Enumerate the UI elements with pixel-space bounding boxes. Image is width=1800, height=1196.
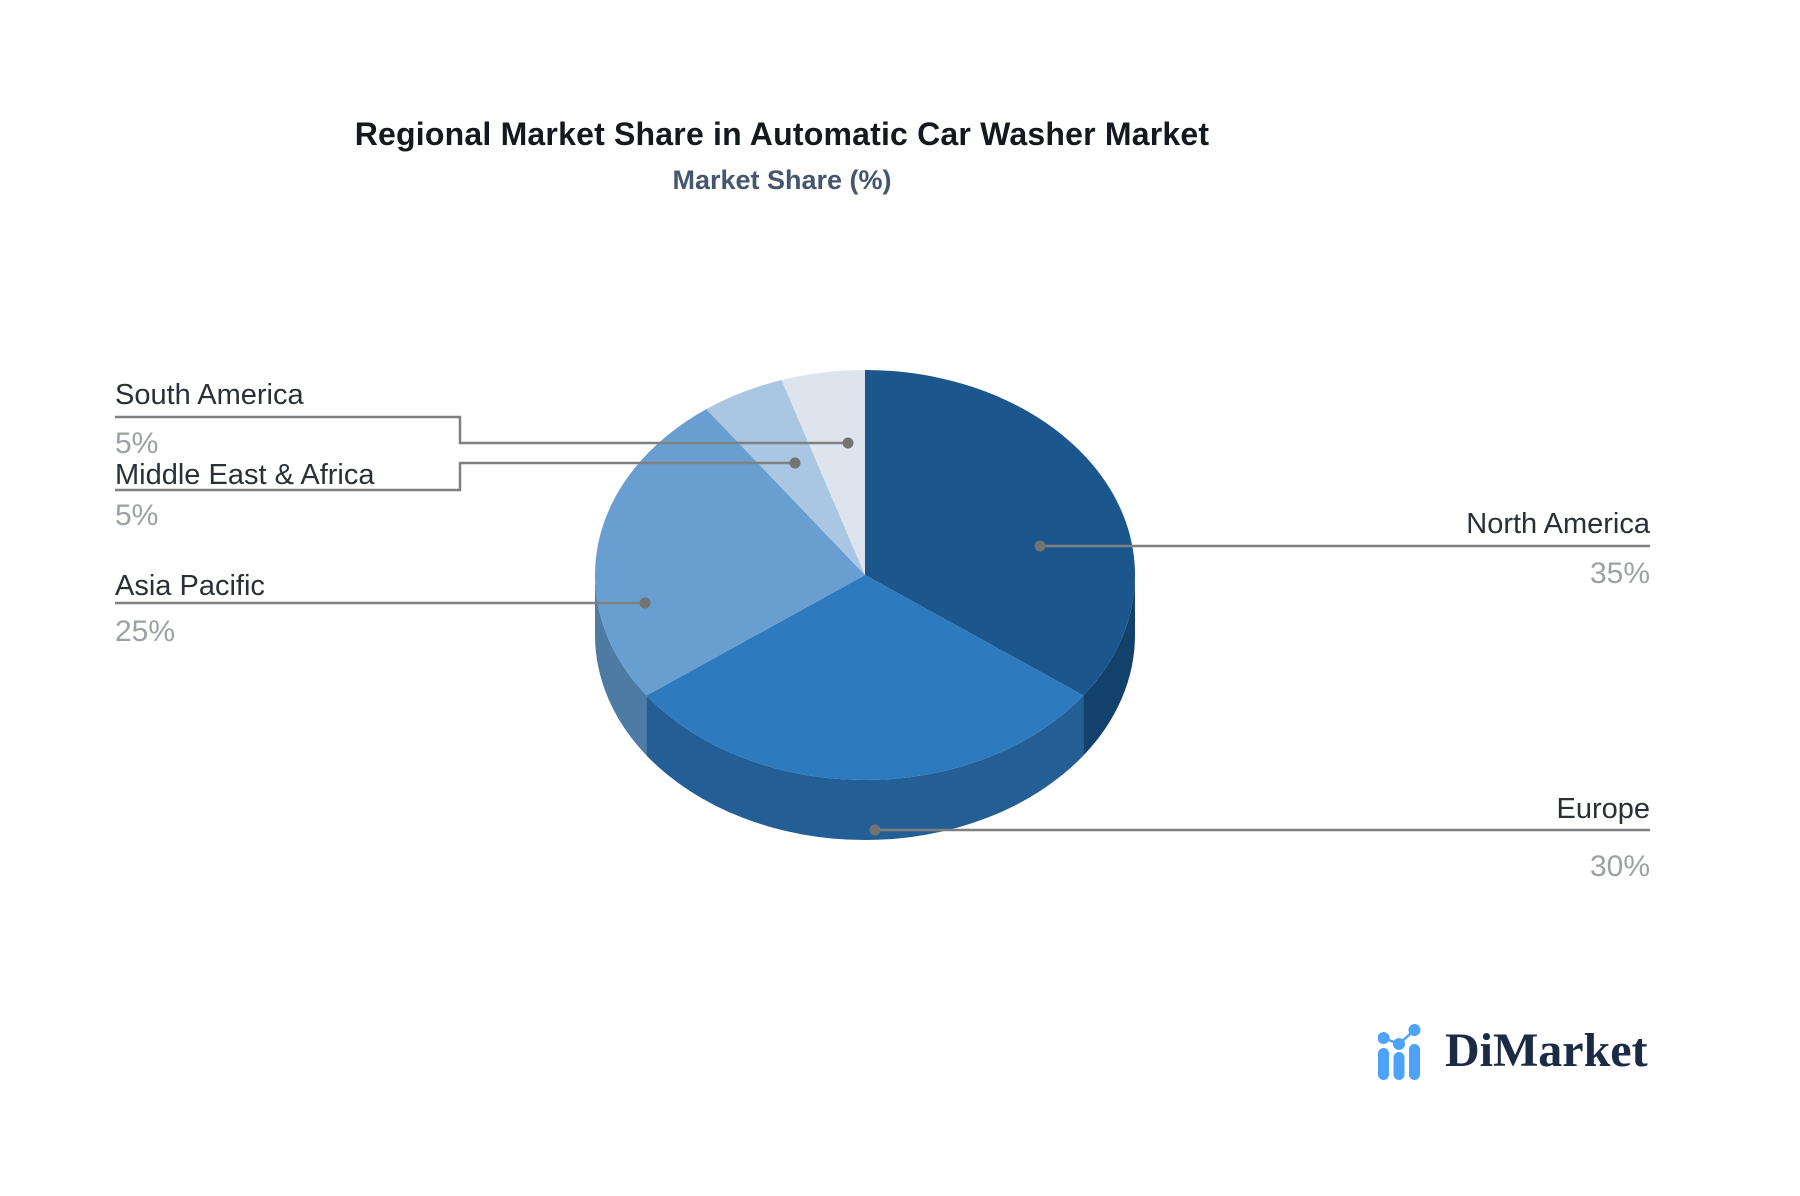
logo-bar xyxy=(1378,1048,1389,1080)
value-south-america: 5% xyxy=(115,427,158,460)
leader-dot xyxy=(869,824,881,836)
pie-3d-sides xyxy=(595,575,1135,840)
leader-dot xyxy=(842,437,854,449)
pie-slice-side xyxy=(1083,575,1135,756)
pie-slice-north-america[interactable] xyxy=(865,370,1135,696)
leader-dot xyxy=(789,457,801,469)
leader-line xyxy=(115,415,848,445)
leader-dot xyxy=(1034,540,1046,552)
pie-slice-europe[interactable] xyxy=(646,575,1084,780)
label-north-america: North America xyxy=(1466,508,1651,540)
logo-trend-dot xyxy=(1393,1038,1405,1050)
logo-trend-dot xyxy=(1408,1024,1421,1036)
label-middle-east-africa: Middle East & Africa xyxy=(115,459,375,491)
chart-title: Regional Market Share in Automatic Car W… xyxy=(354,116,1210,152)
logo-trend-dot xyxy=(1378,1032,1390,1044)
pie-slice-south-america[interactable] xyxy=(781,370,865,575)
pie-slice-asia-pacific[interactable] xyxy=(595,409,865,696)
pie-slice-middle-east-africa[interactable] xyxy=(706,380,865,575)
leader-line xyxy=(115,461,795,492)
value-asia-pacific: 25% xyxy=(115,615,175,648)
value-middle-east-africa: 5% xyxy=(115,499,158,532)
pie-top-slices xyxy=(595,370,1135,780)
value-north-america: 35% xyxy=(1590,557,1650,590)
bar-chart-trend-icon xyxy=(1378,1024,1421,1080)
value-europe: 30% xyxy=(1590,850,1650,883)
pie-slice-side xyxy=(646,695,1084,840)
logo-bar xyxy=(1393,1052,1405,1080)
label-south-america: South America xyxy=(115,379,304,411)
brand-logo: DiMarket xyxy=(1378,1022,1648,1080)
label-asia-pacific: Asia Pacific xyxy=(115,570,265,602)
leader-lines xyxy=(115,415,1650,836)
leader-dot xyxy=(639,597,651,609)
label-europe: Europe xyxy=(1556,793,1650,825)
pie-slice-side xyxy=(595,575,647,756)
slice-labels: South America 5% Middle East & Africa 5%… xyxy=(115,379,1651,883)
logo-bar xyxy=(1409,1044,1420,1080)
chart-subtitle: Market Share (%) xyxy=(672,165,892,195)
brand-logo-text: DiMarket xyxy=(1445,1024,1648,1077)
